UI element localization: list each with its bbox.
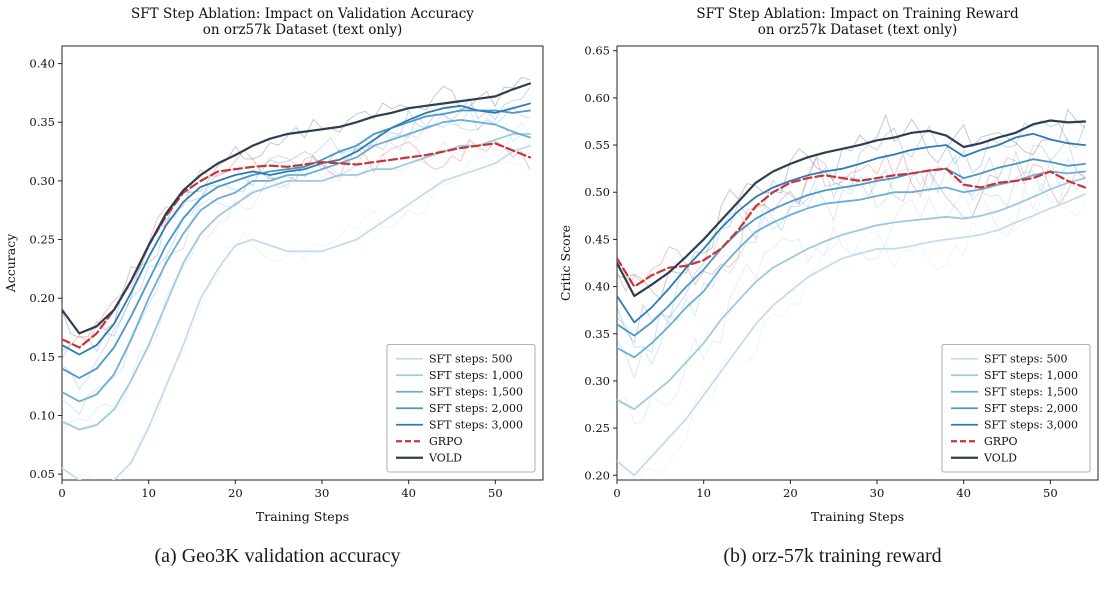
raw-trace [617,108,1086,301]
y-axis-label: Critic Score [558,225,573,301]
x-tick-label: 50 [1043,486,1058,500]
y-tick-label: 0.65 [584,44,610,58]
x-tick-label: 20 [228,486,243,500]
x-tick-label: 40 [401,486,416,500]
y-tick-label: 0.25 [584,421,610,435]
series-line [617,167,1087,288]
series-line [617,177,1086,411]
legend-label: SFT steps: 3,000 [984,418,1078,431]
y-tick-label: 0.45 [584,232,610,246]
y-tick-label: 0.20 [584,468,610,482]
legend-label: VOLD [428,451,462,464]
panel-a: SFT Step Ablation: Impact on Validation … [0,0,555,535]
raw-trace [617,152,1086,293]
x-tick-label: 10 [696,486,711,500]
series-line [617,119,1087,298]
legend-label: SFT steps: 1,000 [984,369,1078,382]
legend-label: SFT steps: 2,000 [429,402,523,415]
x-axis-label: Training Steps [256,509,349,524]
y-tick-label: 0.20 [29,291,55,305]
panel-b: SFT Step Ablation: Impact on Training Re… [555,0,1110,535]
legend-box [386,344,536,473]
raw-trace [617,176,1086,425]
y-tick-label: 0.25 [29,233,55,247]
legend-label: VOLD [983,451,1017,464]
caption-a: (a) Geo3K validation accuracy [154,545,401,567]
legend-label: SFT steps: 500 [984,352,1067,365]
y-tick-label: 0.50 [584,185,610,199]
chart-title: SFT Step Ablation: Impact on Training Re… [696,6,1019,22]
series-line [62,109,531,379]
y-tick-label: 0.30 [584,374,610,388]
plot-frame [61,45,544,481]
raw-trace [617,119,1086,344]
series-line [62,144,531,480]
series-line [62,119,531,403]
series-line [62,102,531,356]
chart-title: SFT Step Ablation: Impact on Validation … [131,6,474,22]
y-axis-label: Accuracy [3,233,18,294]
chart-title: on orz57k Dataset (text only) [758,22,957,38]
y-tick-label: 0.15 [29,350,55,364]
x-tick-label: 10 [141,486,156,500]
legend-box [941,344,1091,473]
x-tick-label: 30 [315,486,330,500]
x-axis-label: Training Steps [811,509,904,524]
series-line [617,193,1086,477]
legend-label: SFT steps: 3,000 [429,418,523,431]
raw-trace [76,141,531,480]
y-tick-label: 0.05 [29,467,55,481]
caption-b: (b) orz-57k training reward [723,545,942,567]
series-line [62,133,531,431]
legend-label: GRPO [429,435,463,448]
x-tick-label: 0 [58,486,65,500]
y-tick-label: 0.55 [584,138,610,152]
series-group [617,108,1087,480]
legend-label: SFT steps: 2,000 [984,402,1078,415]
series-line [617,132,1086,324]
y-tick-label: 0.40 [29,57,55,71]
series-line [62,82,532,335]
y-tick-label: 0.35 [29,115,55,129]
x-tick-label: 40 [956,486,971,500]
raw-trace [617,137,1086,354]
captions-row: (a) Geo3K validation accuracy (b) orz-57… [0,545,1111,568]
legend-label: SFT steps: 1,000 [429,369,523,382]
series-line [617,158,1086,337]
raw-trace [62,76,531,338]
raw-trace [62,139,531,352]
x-tick-label: 0 [613,486,620,500]
legend-label: SFT steps: 1,500 [429,385,523,398]
series-group [62,76,532,480]
x-tick-label: 50 [488,486,503,500]
y-tick-label: 0.35 [584,327,610,341]
training-reward-chart: SFT Step Ablation: Impact on Training Re… [558,6,1099,524]
x-tick-label: 20 [783,486,798,500]
chart-title: on orz57k Dataset (text only) [203,22,402,38]
legend-label: GRPO [984,435,1018,448]
raw-trace [617,183,1086,480]
y-tick-label: 0.30 [29,174,55,188]
charts-row: SFT Step Ablation: Impact on Validation … [0,0,1110,535]
legend-label: SFT steps: 500 [429,352,512,365]
x-tick-label: 30 [870,486,885,500]
y-tick-label: 0.40 [584,280,610,294]
validation-accuracy-chart: SFT Step Ablation: Impact on Validation … [3,6,544,524]
legend-label: SFT steps: 1,500 [984,385,1078,398]
y-tick-label: 0.10 [29,408,55,422]
y-tick-label: 0.60 [584,91,610,105]
